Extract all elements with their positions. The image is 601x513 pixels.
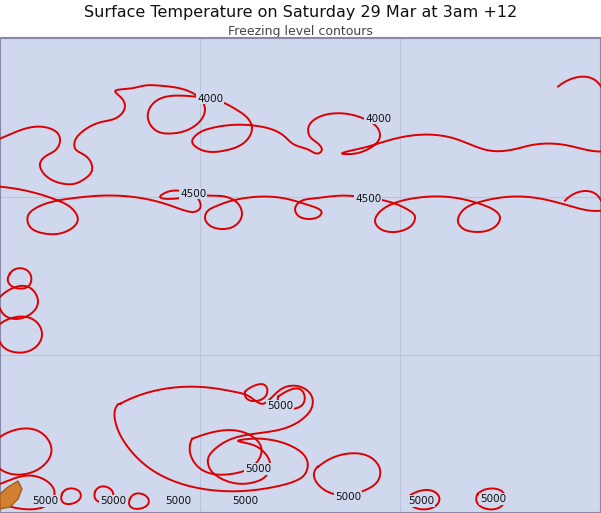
Text: 5000: 5000 — [165, 496, 191, 506]
Polygon shape — [0, 481, 22, 509]
Text: 5000: 5000 — [32, 496, 58, 506]
Text: 5000: 5000 — [100, 496, 126, 506]
Text: 4500: 4500 — [180, 189, 206, 199]
Text: 5000: 5000 — [335, 492, 361, 502]
Text: Surface Temperature on Saturday 29 Mar at 3am +12: Surface Temperature on Saturday 29 Mar a… — [84, 5, 517, 20]
Text: Freezing level contours: Freezing level contours — [228, 25, 373, 38]
Text: 5000: 5000 — [245, 464, 271, 474]
Text: 5000: 5000 — [267, 401, 293, 411]
Text: 5000: 5000 — [232, 496, 258, 506]
Text: 5000: 5000 — [480, 494, 506, 504]
Text: 4500: 4500 — [355, 193, 381, 204]
Text: 4000: 4000 — [197, 93, 223, 104]
Text: 4000: 4000 — [365, 113, 391, 124]
Text: 5000: 5000 — [408, 496, 434, 506]
